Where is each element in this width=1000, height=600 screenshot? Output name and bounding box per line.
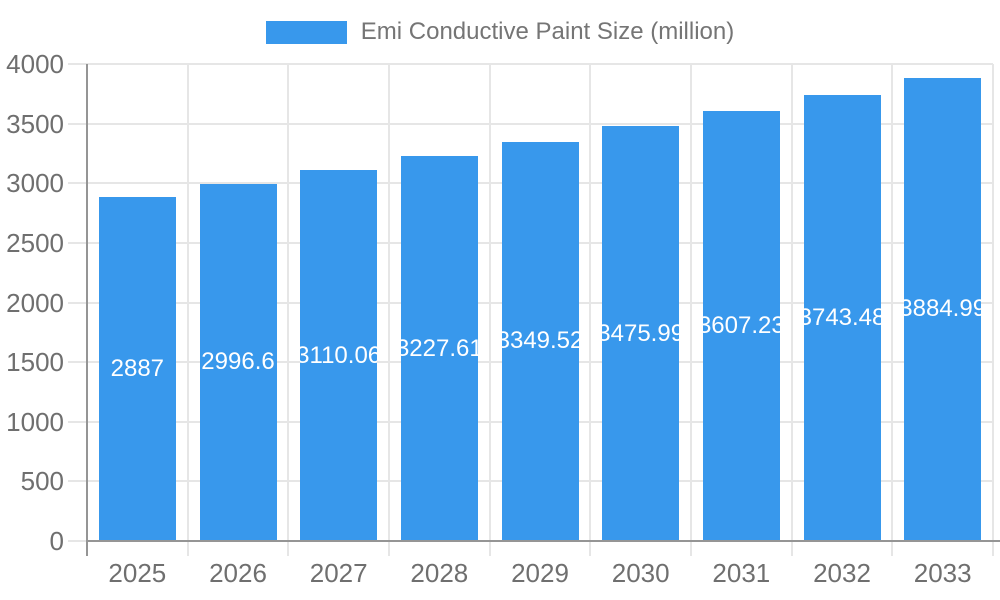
x-gridline: [891, 64, 894, 541]
y-axis-label: 3000: [6, 168, 64, 199]
bar-2031[interactable]: 3607.23: [702, 110, 780, 541]
x-axis-tick: [287, 541, 290, 556]
legend: Emi Conductive Paint Size (million): [0, 18, 1000, 46]
bar-2030[interactable]: 3475.99: [602, 126, 680, 541]
bar-value-label: 2887: [110, 354, 165, 382]
x-axis-tick: [488, 541, 491, 556]
x-axis-label: 2029: [511, 558, 569, 588]
x-axis-tick: [891, 541, 894, 556]
y-axis-line: [86, 64, 88, 556]
x-axis-line: [86, 540, 1000, 542]
legend-label: Emi Conductive Paint Size (million): [360, 18, 735, 45]
y-axis-tick: [68, 122, 87, 125]
y-axis-label: 1500: [6, 347, 64, 378]
bar-2032[interactable]: 3743.48: [803, 94, 881, 541]
x-axis-tick: [992, 541, 994, 556]
y-axis-tick: [68, 182, 87, 185]
y-axis-tick: [68, 301, 87, 304]
y-axis-tick: [68, 420, 87, 423]
x-axis-label: 2025: [108, 558, 167, 588]
x-axis-tick: [589, 541, 592, 556]
y-axis-tick: [68, 540, 87, 542]
x-gridline: [790, 64, 793, 541]
bar-2025[interactable]: 2887: [98, 196, 176, 541]
y-axis-label: 0: [49, 526, 64, 556]
bar-value-label: 3475.99: [602, 319, 680, 347]
y-axis-label: 2000: [6, 287, 64, 318]
x-axis-label: 2033: [913, 558, 972, 588]
x-gridline: [690, 64, 692, 541]
x-axis-label: 2027: [309, 558, 368, 588]
x-axis-label: 2031: [712, 558, 771, 588]
y-axis-label: 500: [20, 466, 64, 497]
bar-value-label: 3110.06: [300, 341, 378, 369]
x-axis-label: 2032: [813, 558, 871, 588]
x-gridline: [186, 64, 189, 541]
x-axis-tick: [388, 541, 390, 556]
bar-value-label: 3607.23: [702, 311, 780, 339]
x-axis-label: 2028: [410, 558, 469, 588]
legend-swatch: [265, 20, 347, 44]
bar-value-label: 3884.99: [904, 295, 982, 323]
y-gridline: [87, 122, 993, 125]
x-gridline: [488, 64, 491, 541]
y-gridline: [87, 63, 993, 65]
bar-value-label: 3349.52: [501, 327, 579, 355]
y-axis-tick: [68, 480, 87, 483]
bar-value-label: 3227.61: [400, 334, 478, 362]
x-axis-tick: [186, 541, 189, 556]
y-axis-tick: [68, 63, 87, 65]
bar-2026[interactable]: 2996.6: [199, 183, 277, 541]
x-axis-label: 2026: [209, 558, 267, 588]
x-gridline: [589, 64, 592, 541]
y-axis-label: 3500: [6, 108, 64, 139]
x-axis-tick: [690, 541, 692, 556]
y-axis-label: 4000: [6, 49, 64, 79]
y-axis-label: 2500: [6, 227, 64, 258]
y-axis-tick: [68, 241, 87, 244]
x-gridline: [992, 64, 994, 541]
bar-2027[interactable]: 3110.06: [300, 170, 378, 541]
bar-2033[interactable]: 3884.99: [904, 77, 982, 541]
x-axis-tick: [790, 541, 793, 556]
bar-value-label: 3743.48: [803, 303, 881, 331]
x-gridline: [388, 64, 390, 541]
bar-2028[interactable]: 3227.61: [400, 156, 478, 541]
bar-value-label: 2996.6: [201, 348, 275, 376]
y-axis-label: 1000: [6, 406, 64, 437]
bar-2029[interactable]: 3349.52: [501, 141, 579, 541]
y-axis-tick: [68, 361, 87, 364]
x-axis-label: 2030: [611, 558, 670, 588]
x-gridline: [287, 64, 290, 541]
